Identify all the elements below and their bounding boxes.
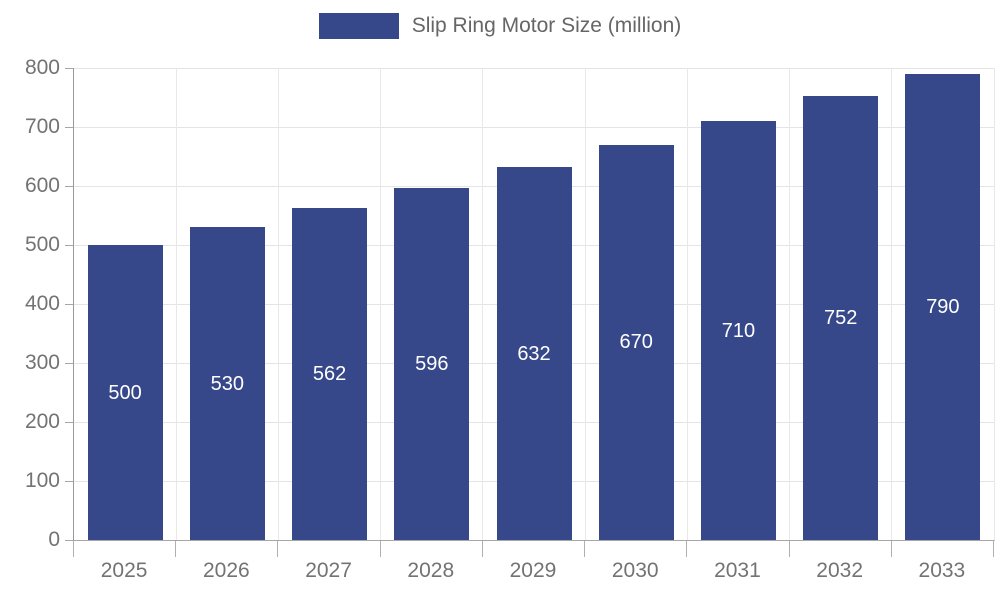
x-axis-tick-mark — [788, 541, 790, 557]
gridline-vertical — [584, 68, 586, 540]
y-axis-tick-label: 600 — [24, 174, 60, 197]
gridline-vertical — [380, 68, 382, 540]
gridline-horizontal — [74, 67, 994, 69]
bar[interactable] — [292, 208, 368, 540]
y-axis-tick-mark — [65, 68, 73, 69]
legend-label: Slip Ring Motor Size (million) — [411, 14, 682, 37]
x-axis-tick-label: 2031 — [714, 559, 761, 582]
gridline-vertical — [891, 68, 893, 540]
gridline-vertical — [686, 68, 688, 540]
gridline-vertical — [175, 68, 177, 540]
x-axis-tick-mark — [584, 541, 586, 557]
bar[interactable] — [394, 188, 470, 540]
x-axis-tick-label: 2028 — [407, 559, 455, 582]
x-axis-tick-label: 2025 — [100, 559, 148, 582]
x-axis-tick-label: 2027 — [305, 559, 352, 582]
y-axis-tick-mark — [65, 186, 73, 187]
legend-swatch — [318, 13, 399, 39]
x-axis-tick-mark — [481, 541, 483, 557]
y-axis-tick-mark — [65, 481, 73, 482]
y-axis-tick-label: 700 — [24, 115, 60, 138]
y-axis-tick-label: 800 — [24, 56, 60, 79]
gridline-vertical — [277, 68, 279, 540]
y-axis-tick-label: 0 — [48, 528, 60, 551]
bar[interactable] — [700, 121, 776, 540]
y-axis-tick-label: 400 — [24, 292, 60, 315]
plot-area: 500 530 562 596 632 670 710 752 790 — [73, 67, 995, 541]
x-axis-tick-mark — [277, 541, 279, 557]
bar[interactable] — [598, 144, 674, 540]
y-axis-tick-label: 100 — [24, 469, 60, 492]
y-axis-tick-mark — [65, 304, 73, 305]
y-axis-tick-label: 500 — [24, 233, 60, 256]
x-axis-tick-label: 2026 — [202, 559, 250, 582]
y-axis-tick-label: 200 — [24, 410, 60, 433]
y-axis-tick-mark — [65, 127, 73, 128]
bar[interactable] — [803, 96, 879, 540]
y-axis-tick-mark — [65, 422, 73, 423]
y-axis-tick-mark — [65, 540, 73, 541]
x-axis-tick-label: 2032 — [816, 559, 864, 582]
y-axis-tick-mark — [65, 363, 73, 364]
x-axis-tick-mark — [686, 541, 688, 557]
gridline-horizontal — [74, 126, 994, 128]
x-axis-tick-label: 2033 — [918, 559, 966, 582]
x-axis-tick-label: 2030 — [611, 559, 659, 582]
x-axis-tick-mark — [175, 541, 177, 557]
gridline-vertical — [789, 68, 791, 540]
gridline-vertical — [993, 68, 995, 540]
x-axis-tick-mark — [890, 541, 892, 557]
bar[interactable] — [905, 73, 981, 540]
bar[interactable] — [189, 227, 265, 540]
x-axis-tick-mark — [73, 541, 74, 557]
y-axis-tick-label: 300 — [24, 351, 60, 374]
x-axis-tick-mark — [993, 541, 994, 557]
bar[interactable] — [496, 167, 572, 540]
gridline-vertical — [482, 68, 484, 540]
y-axis-tick-mark — [65, 245, 73, 246]
x-axis-tick-label: 2029 — [509, 559, 557, 582]
legend[interactable]: Slip Ring Motor Size (million) — [0, 13, 1000, 39]
bar[interactable] — [87, 245, 163, 540]
x-axis-tick-mark — [379, 541, 381, 557]
